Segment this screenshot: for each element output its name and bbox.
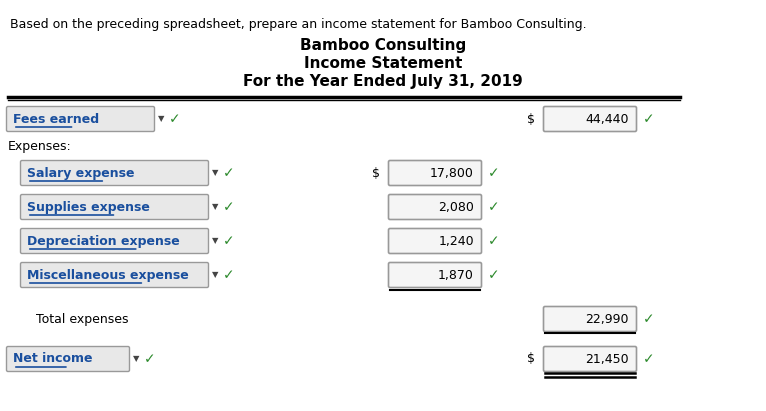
Text: $: $ — [527, 353, 535, 365]
Text: 1,870: 1,870 — [438, 268, 474, 282]
Text: Net income: Net income — [13, 353, 93, 365]
Text: ▼: ▼ — [211, 203, 218, 212]
Text: ✓: ✓ — [223, 234, 235, 248]
Text: Bamboo Consulting: Bamboo Consulting — [300, 38, 466, 53]
Text: Fees earned: Fees earned — [13, 113, 99, 125]
Text: $: $ — [527, 113, 535, 125]
FancyBboxPatch shape — [544, 346, 637, 372]
Text: ▼: ▼ — [211, 270, 218, 279]
FancyBboxPatch shape — [388, 263, 482, 288]
FancyBboxPatch shape — [21, 263, 208, 288]
Text: ✓: ✓ — [488, 166, 499, 180]
Text: Miscellaneous expense: Miscellaneous expense — [27, 268, 188, 282]
Text: ✓: ✓ — [144, 352, 155, 366]
Text: 2,080: 2,080 — [438, 201, 474, 213]
FancyBboxPatch shape — [544, 307, 637, 332]
FancyBboxPatch shape — [544, 106, 637, 132]
Text: For the Year Ended July 31, 2019: For the Year Ended July 31, 2019 — [243, 74, 523, 89]
Text: 22,990: 22,990 — [585, 312, 629, 326]
Text: Based on the preceding spreadsheet, prepare an income statement for Bamboo Consu: Based on the preceding spreadsheet, prep… — [10, 18, 587, 31]
Text: ✓: ✓ — [643, 352, 655, 366]
Text: ▼: ▼ — [211, 236, 218, 245]
Text: 1,240: 1,240 — [438, 235, 474, 247]
Text: ▼: ▼ — [158, 115, 164, 123]
Text: Expenses:: Expenses: — [8, 140, 72, 153]
Text: ▼: ▼ — [211, 169, 218, 178]
FancyBboxPatch shape — [388, 229, 482, 254]
Text: ✓: ✓ — [169, 112, 181, 126]
Text: Supplies expense: Supplies expense — [27, 201, 150, 213]
Text: ✓: ✓ — [488, 234, 499, 248]
FancyBboxPatch shape — [21, 229, 208, 254]
Text: ✓: ✓ — [643, 112, 655, 126]
FancyBboxPatch shape — [21, 161, 208, 185]
Text: $: $ — [372, 166, 380, 180]
Text: 17,800: 17,800 — [430, 166, 474, 180]
FancyBboxPatch shape — [21, 194, 208, 219]
Text: ✓: ✓ — [223, 166, 235, 180]
Text: Salary expense: Salary expense — [27, 166, 135, 180]
Text: 44,440: 44,440 — [585, 113, 629, 125]
Text: ▼: ▼ — [133, 355, 139, 363]
Text: Total expenses: Total expenses — [36, 312, 129, 326]
FancyBboxPatch shape — [388, 194, 482, 219]
Text: 21,450: 21,450 — [585, 353, 629, 365]
FancyBboxPatch shape — [388, 161, 482, 185]
Text: Depreciation expense: Depreciation expense — [27, 235, 180, 247]
Text: Income Statement: Income Statement — [304, 56, 462, 71]
Text: ✓: ✓ — [488, 200, 499, 214]
Text: ✓: ✓ — [223, 268, 235, 282]
Text: ✓: ✓ — [643, 312, 655, 326]
FancyBboxPatch shape — [6, 346, 129, 372]
Text: ✓: ✓ — [223, 200, 235, 214]
FancyBboxPatch shape — [6, 106, 155, 132]
Text: ✓: ✓ — [488, 268, 499, 282]
